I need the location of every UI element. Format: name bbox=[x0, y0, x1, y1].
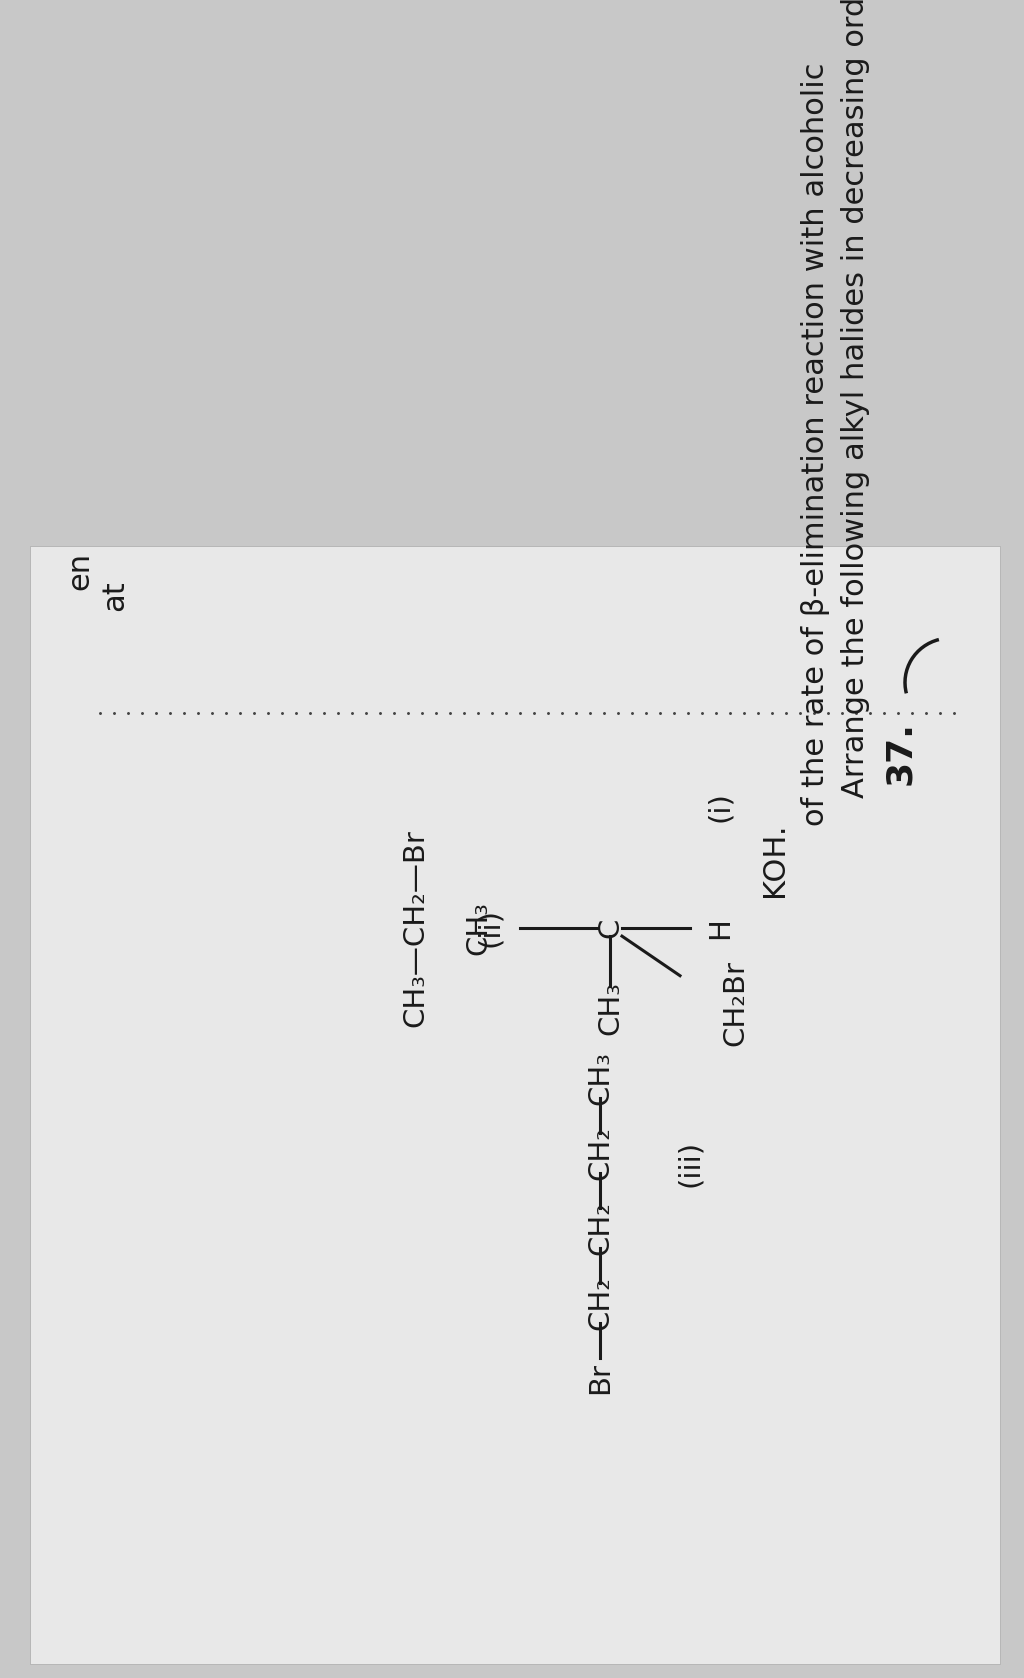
Text: CH₃: CH₃ bbox=[464, 901, 492, 955]
Text: CH₂: CH₂ bbox=[586, 1126, 614, 1180]
Text: CH₂Br: CH₂Br bbox=[721, 960, 749, 1045]
Text: en: en bbox=[66, 552, 94, 591]
Text: Arrange the following alkyl halides in decreasing order: Arrange the following alkyl halides in d… bbox=[841, 0, 869, 799]
Text: CH₃: CH₃ bbox=[596, 982, 624, 1035]
Text: CH₂: CH₂ bbox=[586, 1201, 614, 1255]
Text: of the rate of β-elimination reaction with alcoholic: of the rate of β-elimination reaction wi… bbox=[801, 62, 829, 826]
Text: 37.: 37. bbox=[883, 722, 918, 785]
Text: CH₃: CH₃ bbox=[586, 1050, 614, 1104]
Text: CH₂: CH₂ bbox=[586, 1275, 614, 1331]
Text: Br: Br bbox=[586, 1363, 614, 1394]
Text: C: C bbox=[596, 918, 624, 938]
Text: (iii): (iii) bbox=[676, 1139, 705, 1186]
Text: CH₃—CH₂—Br: CH₃—CH₂—Br bbox=[401, 829, 429, 1027]
Text: at: at bbox=[100, 581, 129, 611]
Text: (ii): (ii) bbox=[476, 908, 504, 948]
Text: KOH.: KOH. bbox=[761, 822, 790, 898]
Text: H: H bbox=[706, 918, 734, 940]
Text: (i): (i) bbox=[706, 792, 734, 822]
